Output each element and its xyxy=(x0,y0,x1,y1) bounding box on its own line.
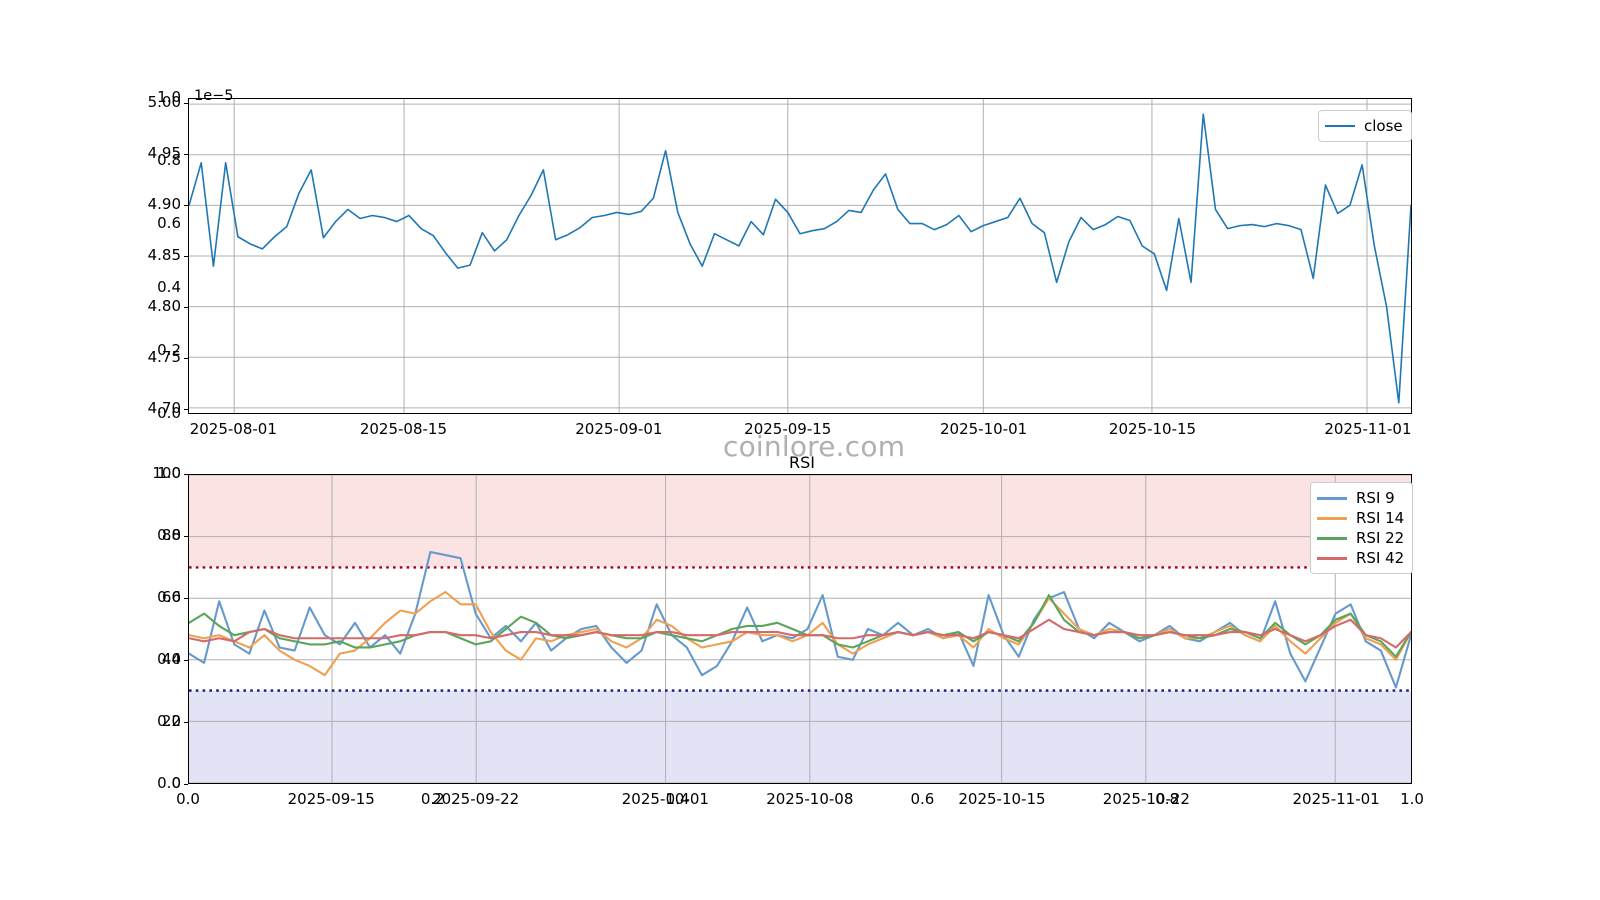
rsi-legend-item[interactable]: RSI 9 xyxy=(1317,488,1404,508)
price-x-tick: 2025-08-01 xyxy=(189,420,277,438)
price-y-tick-unit: 1.0 xyxy=(157,88,181,106)
legend-line-swatch xyxy=(1317,516,1347,520)
price-y-tickmark xyxy=(184,205,188,207)
rsi-x-tick-unit: 0.0 xyxy=(176,790,200,808)
price-y-offset-text: 1e−5 xyxy=(194,88,234,104)
price-x-tick: 2025-09-01 xyxy=(575,420,663,438)
rsi-y-tickmark xyxy=(184,660,188,661)
rsi-x-tick: 2025-10-15 xyxy=(958,790,1046,808)
rsi-x-tick-unit: 0.8 xyxy=(1155,790,1180,808)
rsi-legend-item[interactable]: RSI 42 xyxy=(1317,548,1404,568)
rsi-y-tick: 100 xyxy=(152,464,181,482)
rsi-y-tick-unit: 0.4 xyxy=(157,650,181,668)
price-y-tick: 5.00 xyxy=(147,93,181,112)
rsi-chart-axes xyxy=(188,474,1412,784)
rsi-y-tick-unit: 0.2 xyxy=(157,712,181,730)
price-y-tickmark xyxy=(184,154,188,156)
rsi-y-tick: 20 xyxy=(161,712,181,730)
price-y-tick-unit: 0.6 xyxy=(157,214,181,233)
rsi-y-tickmark xyxy=(184,536,188,537)
price-y-tick: 4.85 xyxy=(147,246,181,264)
rsi-plot-svg xyxy=(189,475,1411,783)
rsi-y-tickmark xyxy=(184,474,188,475)
legend-label: RSI 9 xyxy=(1356,489,1395,507)
rsi-x-tick: 2025-09-15 xyxy=(287,790,375,808)
rsi-panel-title: RSI xyxy=(789,453,815,472)
legend-label: RSI 22 xyxy=(1356,529,1405,547)
legend-label: close xyxy=(1364,117,1403,135)
price-legend[interactable]: close xyxy=(1318,110,1412,142)
legend-line-swatch xyxy=(1317,536,1347,540)
rsi-y-tick: 0 xyxy=(171,774,181,792)
price-y-tick: 4.80 xyxy=(147,296,181,315)
legend-line-swatch xyxy=(1325,125,1355,127)
price-x-tick: 2025-10-01 xyxy=(940,420,1028,438)
price-y-tick-unit: 0.0 xyxy=(157,404,181,422)
rsi-y-tick-unit: 0.0 xyxy=(157,774,181,792)
price-y-tick: 4.70 xyxy=(147,398,181,417)
price-legend-item[interactable]: close xyxy=(1325,116,1403,136)
price-y-tick-unit: 0.4 xyxy=(157,277,181,296)
rsi-x-tick: 2025-11-01 xyxy=(1292,790,1380,808)
price-x-tick: 2025-09-15 xyxy=(744,420,832,438)
price-y-tickmark xyxy=(184,306,188,308)
price-y-tickmark xyxy=(184,256,188,257)
price-x-tick: 2025-11-01 xyxy=(1324,420,1412,438)
rsi-legend[interactable]: RSI 9 RSI 14 RSI 22 RSI 42 xyxy=(1310,482,1414,574)
rsi-y-tickmark xyxy=(184,722,188,723)
rsi-y-tick: 60 xyxy=(161,588,181,606)
rsi-x-tick-unit: 0.4 xyxy=(665,790,690,808)
rsi-x-tick: 2025-10-22 xyxy=(1102,790,1190,808)
rsi-y-tickmark xyxy=(184,598,188,599)
rsi-x-tick: 2025-10-08 xyxy=(766,790,854,808)
legend-line-swatch xyxy=(1317,496,1347,500)
rsi-x-tick: 2025-10-01 xyxy=(621,790,709,808)
rsi-y-tick-unit: 0.6 xyxy=(157,588,181,606)
price-x-tick: 2025-10-15 xyxy=(1108,420,1197,438)
rsi-y-tick-unit: 0.8 xyxy=(157,526,181,544)
rsi-x-tick-unit: 0.2 xyxy=(420,790,445,808)
rsi-legend-item[interactable]: RSI 22 xyxy=(1317,528,1404,548)
rsi-x-tick-unit: 1.0 xyxy=(1400,790,1424,808)
rsi-x-tick-unit: 0.6 xyxy=(910,790,935,808)
price-y-tick-unit: 0.8 xyxy=(157,151,181,170)
price-y-tick: 4.95 xyxy=(147,144,181,163)
legend-label: RSI 42 xyxy=(1356,549,1405,567)
rsi-legend-item[interactable]: RSI 14 xyxy=(1317,508,1404,528)
rsi-y-tick-unit: 1.0 xyxy=(157,464,181,482)
price-y-tick: 4.75 xyxy=(147,347,181,366)
price-plot-svg xyxy=(189,99,1411,413)
legend-line-swatch xyxy=(1317,556,1347,560)
price-y-tickmark xyxy=(184,408,188,410)
price-y-tick-unit: 0.2 xyxy=(157,340,181,359)
price-x-tick: 2025-08-15 xyxy=(359,420,448,438)
price-y-tickmark xyxy=(184,357,188,359)
rsi-y-tick: 80 xyxy=(161,526,181,544)
rsi-x-tick: 2025-09-22 xyxy=(432,790,520,808)
price-chart-axes xyxy=(188,98,1412,414)
price-y-tickmark xyxy=(184,103,188,105)
rsi-y-tickmark xyxy=(184,784,188,785)
price-y-tick: 4.90 xyxy=(147,195,181,214)
legend-label: RSI 14 xyxy=(1356,509,1405,527)
rsi-y-tick: 40 xyxy=(161,650,181,668)
watermark-text: coinlore.com xyxy=(723,430,906,463)
